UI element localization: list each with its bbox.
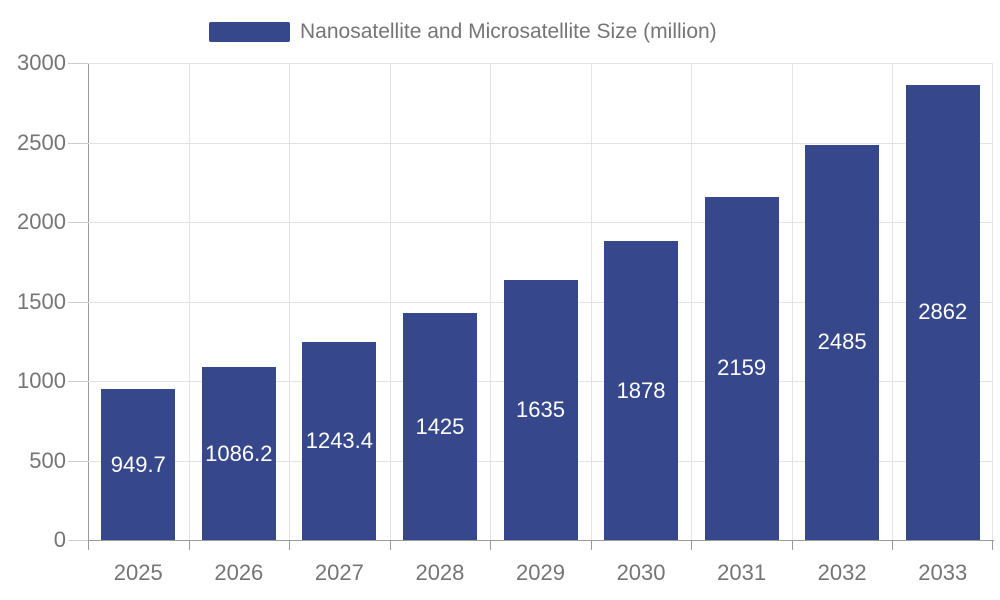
v-gridline [389, 63, 391, 540]
x-axis-tick-label: 2029 [516, 560, 565, 585]
x-axis-tick-label: 2027 [314, 560, 364, 585]
x-axis-tick-label: 2030 [616, 560, 666, 585]
y-axis-tick [68, 460, 88, 462]
x-axis-tick [289, 541, 291, 550]
legend-swatch [209, 22, 290, 42]
y-axis-tick [68, 540, 88, 541]
v-gridline [490, 63, 492, 540]
y-axis-tick-label: 3000 [17, 50, 66, 75]
x-axis-tick [892, 541, 894, 550]
v-gridline [691, 63, 693, 540]
y-axis-tick [68, 63, 88, 64]
y-axis-tick-label: 1000 [17, 368, 66, 393]
x-axis-tick-label: 2033 [918, 560, 968, 585]
x-axis-tick [992, 541, 993, 550]
x-axis-tick [389, 541, 391, 550]
bar-value-label: 1086.2 [205, 440, 273, 466]
bar-2029[interactable]: 1635 [503, 280, 578, 540]
x-axis-tick-label: 2026 [214, 560, 264, 585]
v-gridline [791, 63, 793, 540]
y-axis-tick-label: 1500 [17, 288, 66, 314]
x-axis-tick-label: 2025 [113, 560, 163, 585]
x-axis-tick [188, 541, 190, 550]
x-axis-tick [590, 541, 592, 550]
v-gridline [892, 63, 894, 540]
bar-2030[interactable]: 1878 [604, 241, 679, 540]
x-axis-line [88, 540, 994, 541]
v-gridline [188, 63, 190, 540]
y-axis-tick-label: 2500 [17, 129, 66, 155]
x-axis-tick [791, 541, 793, 550]
bar-value-label: 2485 [817, 329, 867, 355]
bar-value-label: 2159 [717, 355, 767, 381]
h-gridline [88, 222, 993, 223]
v-gridline [590, 63, 592, 540]
y-axis-tick-label: 2000 [17, 209, 66, 234]
y-axis-tick [68, 381, 88, 382]
bar-value-label: 1635 [516, 397, 565, 423]
bar-2027[interactable]: 1243.4 [302, 342, 377, 540]
x-axis-tick [691, 541, 693, 550]
y-axis-tick [68, 142, 88, 144]
x-axis-tick [88, 541, 89, 550]
bar-value-label: 1425 [415, 413, 465, 439]
v-gridline [289, 63, 291, 540]
bar-value-label: 949.7 [110, 451, 166, 477]
bar-2026[interactable]: 1086.2 [201, 367, 276, 540]
plot-area: 949.7 1086.2 1243.4 1425 1635 1878 2159 2485 286… [88, 63, 993, 540]
bar-value-label: 1878 [616, 377, 666, 403]
legend[interactable]: Nanosatellite and Microsatellite Size (m… [209, 20, 717, 44]
y-axis-tick [68, 301, 88, 303]
bar-2032[interactable]: 2485 [805, 144, 880, 540]
bar-value-label: 1243.4 [305, 428, 374, 454]
y-axis-tick [68, 222, 88, 223]
x-axis-tick-label: 2032 [817, 560, 867, 585]
y-axis-tick-label: 500 [29, 447, 66, 473]
h-gridline [88, 142, 993, 144]
bar-2031[interactable]: 2159 [704, 196, 779, 540]
legend-label: Nanosatellite and Microsatellite Size (m… [300, 20, 717, 43]
h-gridline [88, 63, 993, 64]
x-axis-tick-label: 2028 [415, 560, 465, 585]
x-axis-tick [490, 541, 492, 550]
y-axis-tick-label: 0 [53, 527, 66, 552]
v-gridline [992, 63, 993, 540]
bar-2025[interactable]: 949.7 [101, 389, 176, 540]
bar-2028[interactable]: 1425 [402, 313, 477, 540]
bar-value-label: 2862 [918, 299, 968, 325]
bar-2033[interactable]: 2862 [905, 84, 980, 540]
x-axis-tick-label: 2031 [717, 560, 767, 585]
